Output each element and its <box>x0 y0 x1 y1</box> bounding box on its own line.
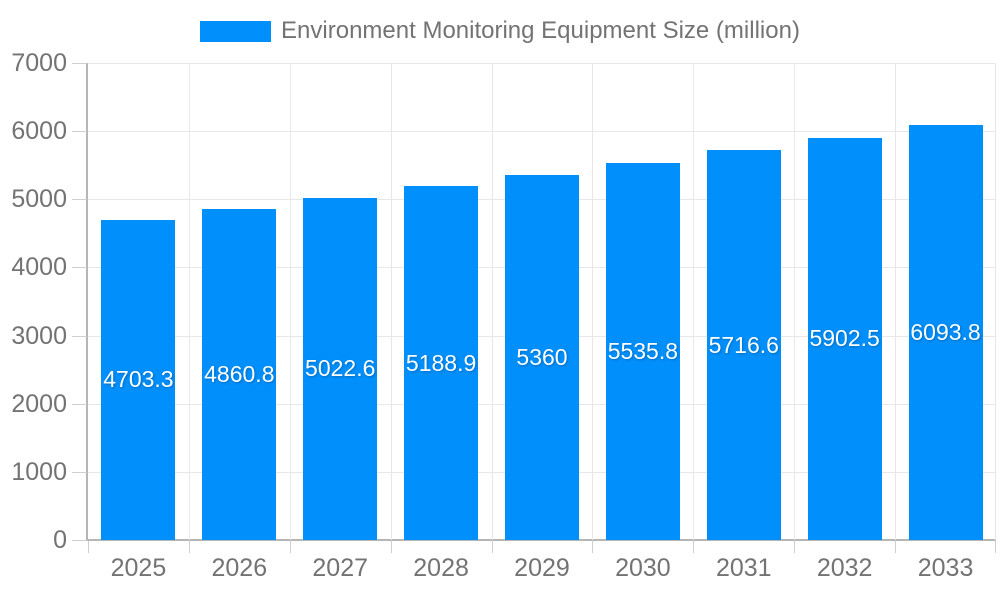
bar-value-label: 5716.6 <box>708 331 779 358</box>
bar[interactable]: 5188.9 <box>404 186 479 540</box>
bar[interactable]: 6093.8 <box>908 124 983 540</box>
bar[interactable]: 4703.3 <box>101 219 176 540</box>
x-axis-tick <box>289 541 291 553</box>
bar-value-label: 6093.8 <box>910 318 981 345</box>
bar[interactable]: 4860.8 <box>202 208 277 540</box>
bar-value-label: 5360 <box>516 343 568 370</box>
x-axis-label: 2032 <box>816 554 873 582</box>
gridline-vertical <box>390 63 392 540</box>
x-axis-label: 2030 <box>615 554 671 582</box>
y-axis-label: 6000 <box>11 117 67 146</box>
x-axis-label: 2028 <box>413 554 469 582</box>
bar[interactable]: 5902.5 <box>807 137 882 540</box>
x-axis-tick <box>895 541 897 553</box>
y-axis-label: 7000 <box>11 49 67 77</box>
legend-label: Environment Monitoring Equipment Size (m… <box>281 17 800 44</box>
x-axis-label: 2033 <box>917 554 974 582</box>
bar-value-label: 5902.5 <box>809 325 880 352</box>
y-axis-tick <box>72 267 87 269</box>
y-axis-tick <box>72 403 87 405</box>
bar-value-label: 5022.6 <box>305 355 376 382</box>
x-axis-label: 2027 <box>312 554 369 582</box>
y-axis-tick <box>72 63 87 64</box>
y-axis-label: 2000 <box>11 389 67 418</box>
gridline-vertical <box>592 63 594 540</box>
x-axis-tick <box>995 541 996 553</box>
y-axis-tick <box>72 540 87 541</box>
gridline-vertical <box>895 63 897 540</box>
legend: Environment Monitoring Equipment Size (m… <box>0 14 1000 48</box>
bar[interactable]: 5022.6 <box>303 197 378 540</box>
y-axis-label: 1000 <box>11 457 67 486</box>
bar-value-label: 4703.3 <box>103 366 174 393</box>
bar[interactable]: 5360 <box>505 174 579 540</box>
x-axis-tick <box>491 541 493 553</box>
y-axis-line <box>86 63 88 540</box>
y-axis-label: 3000 <box>11 321 67 350</box>
bar[interactable]: 5535.8 <box>605 162 680 540</box>
gridline-vertical <box>491 63 493 540</box>
y-axis-tick <box>72 199 87 201</box>
bar-value-label: 4860.8 <box>204 360 275 387</box>
x-axis-tick <box>794 541 796 553</box>
y-axis-label: 5000 <box>11 185 67 214</box>
y-axis-tick <box>72 335 87 337</box>
gridline-horizontal <box>88 131 996 133</box>
x-axis-tick <box>88 541 89 553</box>
gridline-vertical <box>188 63 190 540</box>
x-axis-label: 2025 <box>110 554 167 582</box>
y-axis-tick <box>72 131 87 133</box>
y-axis-label: 0 <box>53 526 67 554</box>
y-axis-tick <box>72 471 87 473</box>
x-axis-label: 2029 <box>514 554 570 582</box>
plot-area: 4703.3 4860.8 5022.6 5188.9 5360 5535.8 5716.6… <box>88 63 996 540</box>
x-axis-label: 2031 <box>715 554 772 582</box>
x-axis-label: 2026 <box>211 554 268 582</box>
y-axis-label: 4000 <box>11 253 67 282</box>
gridline-vertical <box>693 63 695 540</box>
gridline-horizontal <box>88 63 996 64</box>
x-axis-tick <box>390 541 392 553</box>
bar-value-label: 5188.9 <box>405 349 477 376</box>
x-axis-tick <box>188 541 190 553</box>
gridline-vertical <box>289 63 291 540</box>
legend-swatch-icon <box>200 20 272 42</box>
x-axis-tick <box>693 541 695 553</box>
gridline-vertical <box>995 63 996 540</box>
x-axis-tick <box>592 541 594 553</box>
legend-item[interactable]: Environment Monitoring Equipment Size (m… <box>200 17 800 45</box>
x-axis-line <box>87 539 996 541</box>
bar-value-label: 5535.8 <box>607 337 679 364</box>
bar[interactable]: 5716.6 <box>706 150 781 540</box>
gridline-vertical <box>794 63 796 540</box>
